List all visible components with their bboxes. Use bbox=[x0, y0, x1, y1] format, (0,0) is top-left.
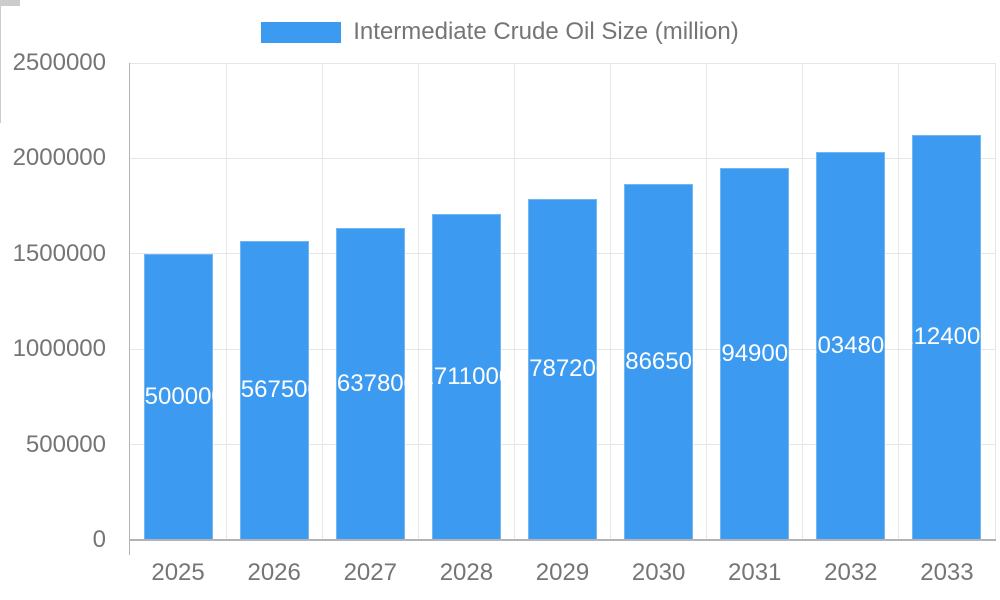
y-axis-label: 2500000 bbox=[12, 49, 106, 76]
x-gridline bbox=[513, 63, 515, 540]
y-gridline bbox=[130, 62, 995, 64]
y-gridline bbox=[130, 157, 995, 159]
x-gridline bbox=[994, 63, 996, 540]
x-gridline bbox=[802, 63, 804, 540]
x-axis-tick bbox=[0, 58, 1, 71]
y-axis-label: 1000000 bbox=[12, 335, 106, 363]
x-axis-tick bbox=[0, 32, 1, 45]
bar-value-label: 1567500 bbox=[240, 376, 309, 404]
bar[interactable]: 1787200 bbox=[528, 199, 597, 540]
x-axis-tick bbox=[0, 19, 1, 32]
x-gridline bbox=[225, 63, 227, 540]
x-gridline bbox=[898, 63, 900, 540]
y-axis-line bbox=[129, 63, 130, 555]
x-axis-label: 2032 bbox=[824, 559, 878, 586]
legend[interactable]: Intermediate Crude Oil Size (million) bbox=[0, 18, 1000, 45]
bar-value-label: 2034800 bbox=[816, 331, 885, 359]
x-axis-label: 2026 bbox=[247, 559, 301, 586]
x-axis-label: 2029 bbox=[535, 559, 590, 586]
x-axis-label: 2028 bbox=[439, 559, 494, 586]
bar[interactable]: 1637800 bbox=[335, 227, 405, 540]
bar-value-label: 1500000 bbox=[144, 382, 213, 410]
bar[interactable]: 1567500 bbox=[239, 240, 309, 540]
bar-value-label: 1787200 bbox=[528, 355, 597, 383]
y-axis-tick bbox=[0, 4, 20, 5]
x-axis-tick bbox=[0, 45, 1, 58]
x-axis-label: 2027 bbox=[343, 559, 397, 586]
legend-label: Intermediate Crude Oil Size (million) bbox=[353, 18, 739, 45]
x-axis-tick bbox=[0, 71, 1, 84]
x-axis-tick bbox=[0, 110, 1, 123]
x-axis-label: 2030 bbox=[631, 559, 686, 586]
bar[interactable]: 1949000 bbox=[720, 168, 790, 540]
y-axis-label: 1500000 bbox=[12, 239, 106, 267]
x-axis-label: 2031 bbox=[728, 559, 782, 586]
bar-value-label: 1949000 bbox=[720, 340, 789, 368]
bar[interactable]: 1500000 bbox=[143, 253, 213, 540]
bar-value-label: 1711000 bbox=[432, 362, 501, 390]
x-axis-label: 2025 bbox=[151, 559, 205, 586]
x-axis-label: 2033 bbox=[920, 559, 974, 586]
bar[interactable]: 2124000 bbox=[912, 134, 982, 540]
bar[interactable]: 2034800 bbox=[816, 151, 886, 540]
y-axis-label: 2000000 bbox=[12, 144, 106, 172]
y-axis-tick bbox=[0, 1, 20, 2]
x-gridline bbox=[610, 63, 612, 540]
x-axis-tick bbox=[0, 6, 1, 19]
legend-swatch-icon bbox=[261, 21, 342, 43]
y-axis-tick bbox=[0, 2, 20, 3]
x-gridline bbox=[417, 63, 419, 540]
y-axis-label: 0 bbox=[92, 526, 106, 553]
x-gridline bbox=[706, 63, 708, 540]
y-axis-tick bbox=[0, 0, 20, 1]
x-axis-tick bbox=[0, 97, 1, 110]
y-axis-tick bbox=[0, 3, 20, 4]
y-axis-tick bbox=[0, 5, 20, 6]
bar[interactable]: 1711000 bbox=[431, 213, 501, 540]
bar-value-label: 1637800 bbox=[336, 369, 405, 397]
x-axis-tick bbox=[0, 84, 1, 97]
x-axis-baseline bbox=[130, 539, 996, 541]
bar-value-label: 2124000 bbox=[912, 323, 981, 351]
y-axis-label: 500000 bbox=[25, 430, 106, 458]
bar[interactable]: 1866500 bbox=[624, 183, 694, 540]
x-gridline bbox=[321, 63, 323, 540]
bar-value-label: 1866500 bbox=[624, 347, 693, 375]
